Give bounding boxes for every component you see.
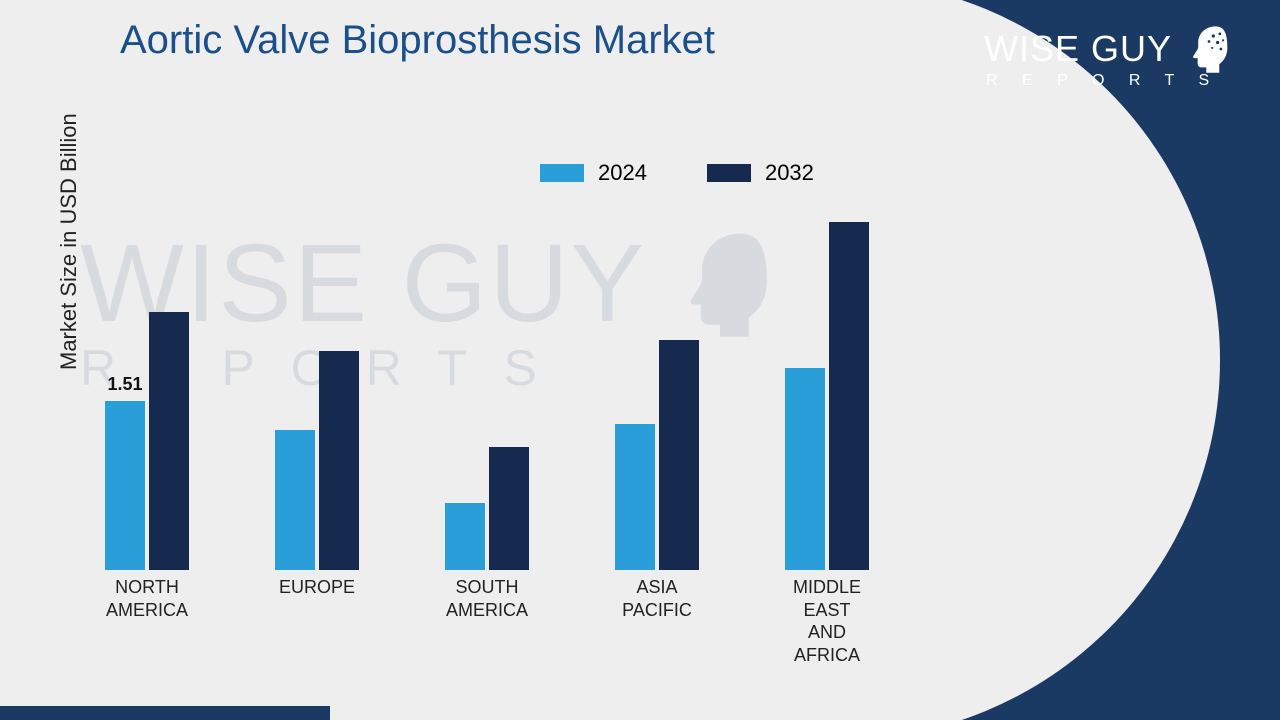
bar	[445, 503, 485, 570]
bar-value-label: 1.51	[85, 374, 165, 395]
legend-item: 2032	[707, 160, 814, 186]
logo-main-text: WISE GUY	[984, 28, 1172, 70]
x-axis-label: ASIAPACIFIC	[587, 576, 727, 621]
bar	[615, 424, 655, 570]
x-axis-label: SOUTHAMERICA	[417, 576, 557, 621]
chart-title: Aortic Valve Bioprosthesis Market	[120, 18, 715, 63]
logo-sub-text: R E P O R T S	[986, 72, 1254, 90]
bar	[489, 447, 529, 570]
bar	[785, 368, 825, 570]
legend-label: 2024	[598, 160, 647, 186]
x-axis-label: MIDDLEEASTANDAFRICA	[757, 576, 897, 666]
x-axis-label: NORTHAMERICA	[77, 576, 217, 621]
bar	[659, 340, 699, 570]
bar-chart: 1.51	[105, 200, 925, 570]
legend-swatch-2024	[540, 164, 584, 182]
bar	[105, 401, 145, 570]
bar	[275, 430, 315, 570]
brand-logo: WISE GUY R E P O R T S	[984, 22, 1254, 90]
bottom-accent-bar	[0, 706, 330, 720]
legend: 2024 2032	[540, 160, 814, 186]
legend-label: 2032	[765, 160, 814, 186]
x-axis-label: EUROPE	[247, 576, 387, 599]
legend-item: 2024	[540, 160, 647, 186]
bar	[149, 312, 189, 570]
legend-swatch-2032	[707, 164, 751, 182]
stage: WISE GUY REPORTS WISE GUY R E P O R T S …	[0, 0, 1280, 720]
head-icon	[1182, 22, 1236, 76]
bar	[829, 222, 869, 570]
bar	[319, 351, 359, 570]
y-axis-label: Market Size in USD Billion	[56, 113, 82, 370]
